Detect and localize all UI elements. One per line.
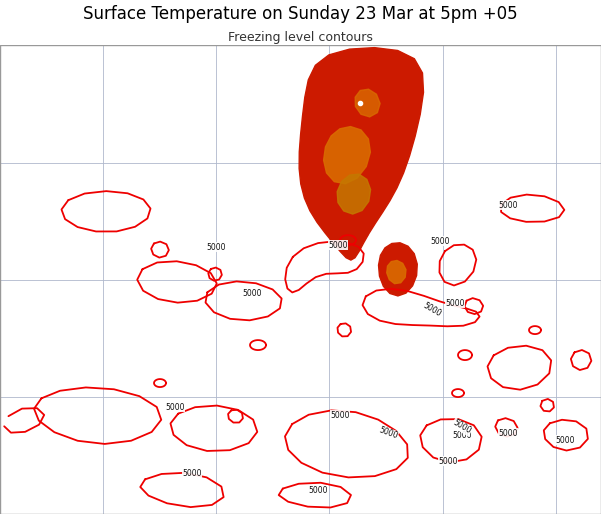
Text: 5000: 5000 [445,299,465,307]
Text: 5000: 5000 [421,301,443,319]
Polygon shape [379,243,417,296]
Polygon shape [364,231,368,236]
Text: 5000: 5000 [242,288,262,298]
Text: 5000: 5000 [328,241,348,250]
Text: 5000: 5000 [331,411,350,419]
Polygon shape [323,126,370,183]
Text: 5000: 5000 [165,402,185,412]
Text: 5000: 5000 [308,486,328,494]
Text: Freezing level contours: Freezing level contours [228,31,373,44]
Text: 5000: 5000 [451,418,473,436]
Text: Surface Temperature on Sunday 23 Mar at 5pm +05: Surface Temperature on Sunday 23 Mar at … [83,6,518,24]
Polygon shape [337,174,371,214]
Text: 5000: 5000 [452,431,472,439]
Text: 5000: 5000 [438,456,458,466]
Polygon shape [355,89,380,117]
Text: 5000: 5000 [555,435,575,445]
Text: 5000: 5000 [206,243,226,252]
Text: 5000: 5000 [377,426,398,440]
Text: 5000: 5000 [498,200,517,210]
Text: 5000: 5000 [498,429,517,437]
Polygon shape [299,48,424,260]
Polygon shape [386,261,406,284]
Text: 5000: 5000 [182,469,202,478]
Text: 5000: 5000 [430,236,450,246]
